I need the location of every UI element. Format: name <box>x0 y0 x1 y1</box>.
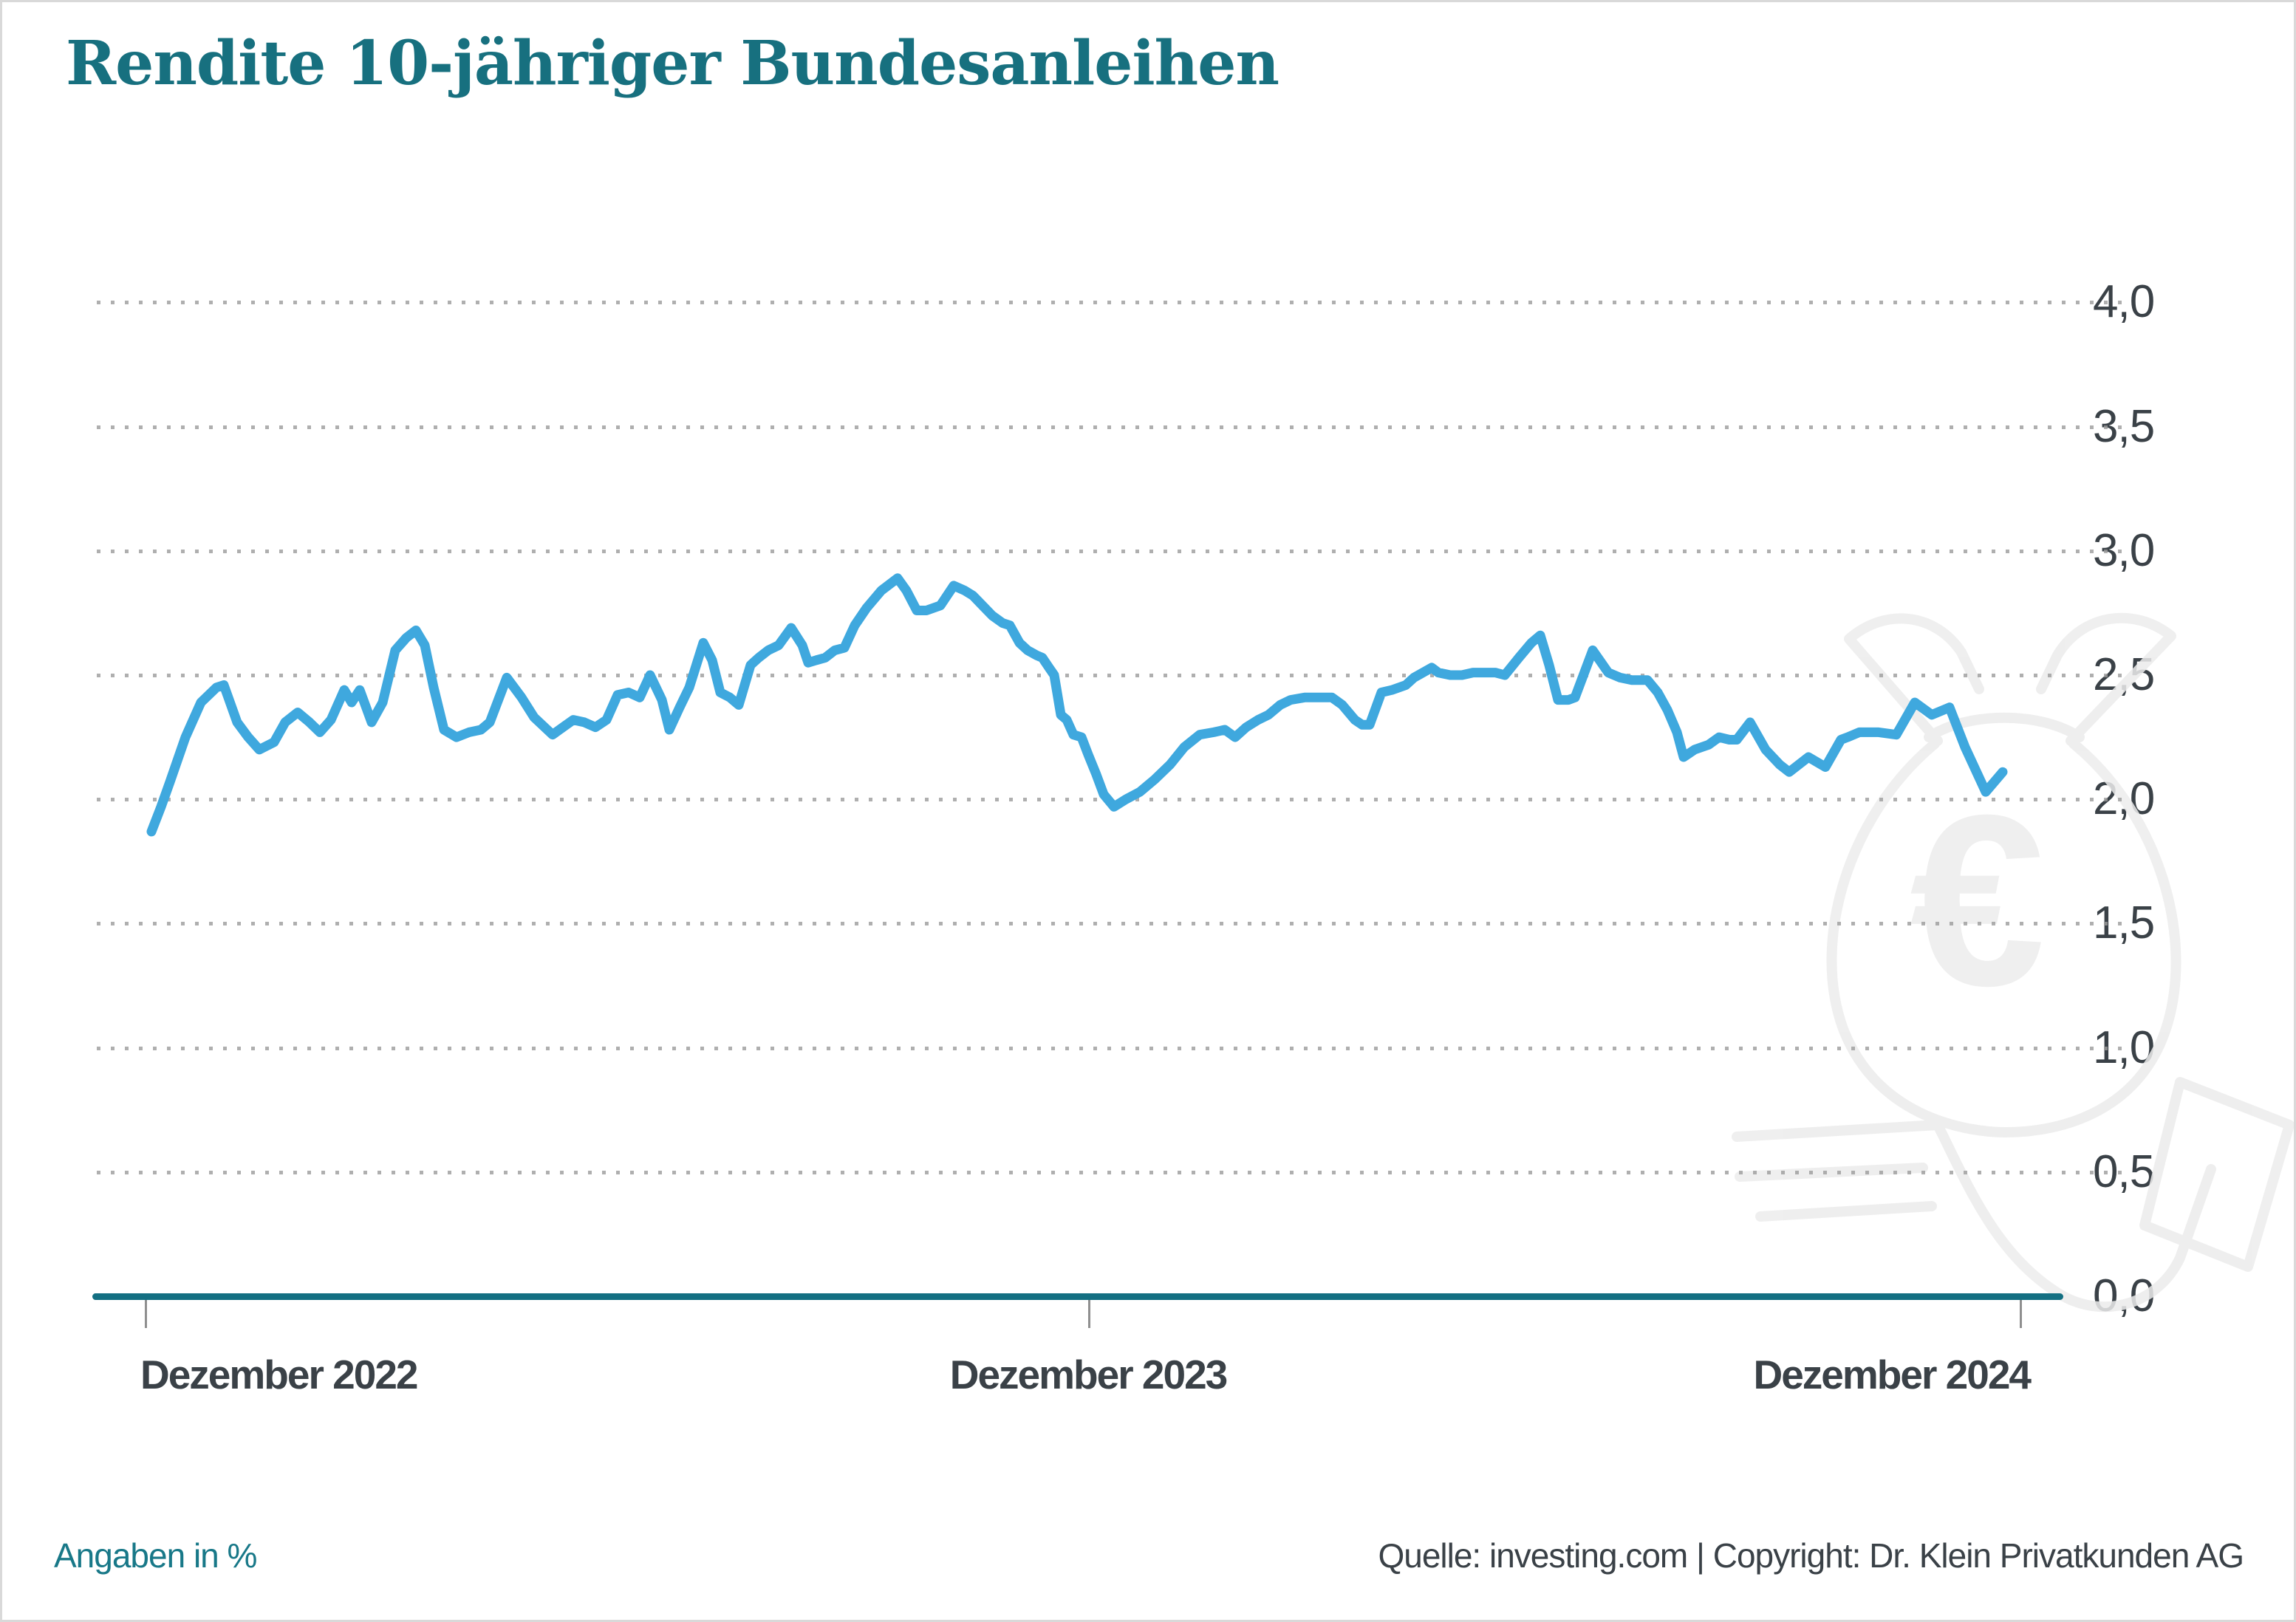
money-bag-knot <box>1844 613 1984 746</box>
x-axis-label: Dezember 2023 <box>949 1352 1229 1397</box>
gridline-1,0 <box>97 1046 2128 1050</box>
x-axis-line <box>92 1293 2063 1300</box>
sleeve-watermark <box>2139 1077 2294 1272</box>
gridline-0,5 <box>97 1170 2128 1174</box>
gridline-3,5 <box>97 425 2128 429</box>
gridline-3,0 <box>97 549 2128 553</box>
gridline-1,5 <box>97 922 2128 926</box>
euro-symbol-watermark: € <box>1910 764 2046 1036</box>
x-axis-tick <box>1088 1300 1090 1328</box>
yield-line <box>146 573 2008 837</box>
footer-unit-note: Angaben in % <box>54 1536 257 1575</box>
page-title: Rendite 10-jähriger Bundesanleihen <box>66 28 1279 99</box>
gridline-4,0 <box>97 301 2128 305</box>
footer-source-copyright: Quelle: investing.com | Copyright: Dr. K… <box>1378 1536 2244 1575</box>
x-axis-tick <box>145 1300 147 1328</box>
x-axis-tick <box>2020 1300 2022 1328</box>
gridline-2,5 <box>97 674 2128 677</box>
x-axis-label: Dezember 2022 <box>140 1352 419 1397</box>
x-axis-label: Dezember 2024 <box>1753 1352 2032 1397</box>
money-bag-body <box>1826 739 2181 1137</box>
